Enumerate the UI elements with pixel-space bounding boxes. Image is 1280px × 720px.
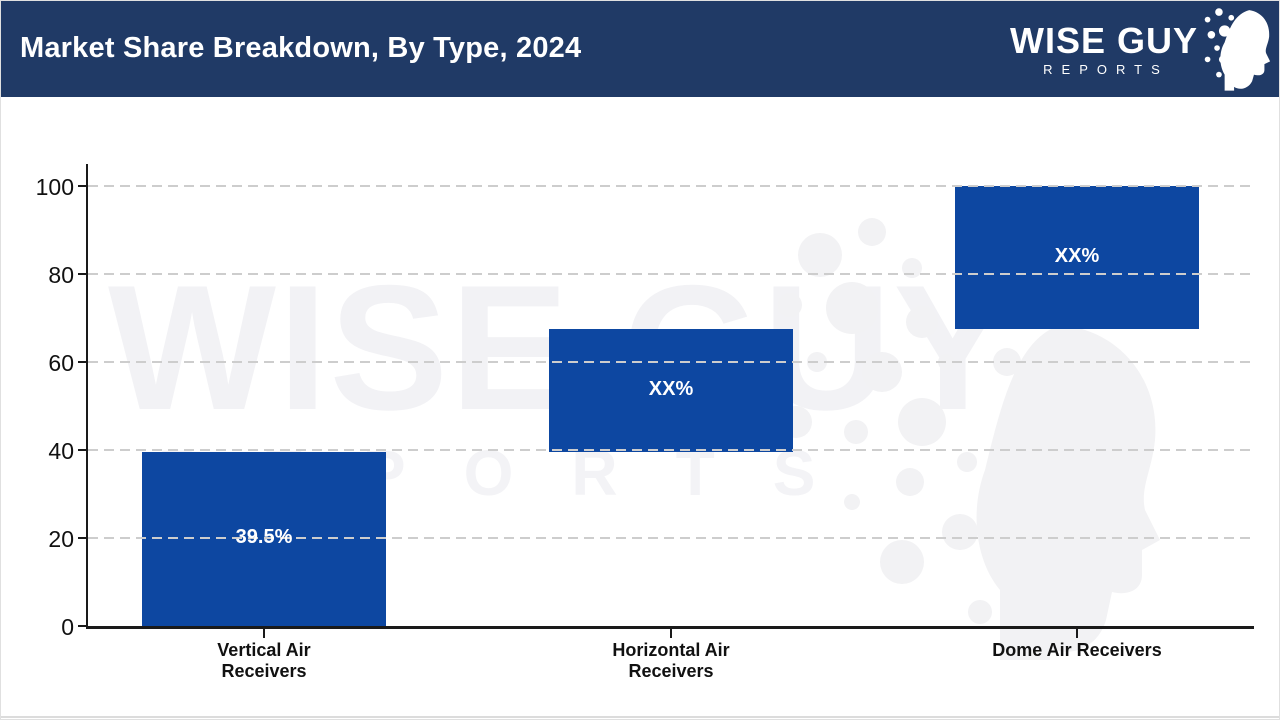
y-tick-0	[78, 625, 86, 627]
logo-brand-label: WISE GUY	[1009, 19, 1198, 61]
category-label-2: Horizontal Air Receivers	[541, 640, 801, 682]
y-tick-label: 100	[35, 174, 74, 200]
bar-1	[142, 452, 386, 626]
bar-2	[549, 329, 793, 453]
gridline-20	[88, 537, 1254, 539]
y-tick-80	[78, 273, 86, 275]
logo-face-icon	[1204, 8, 1271, 91]
y-tick-label: 80	[48, 262, 74, 288]
wiseguy-logo: WISE GUY REPORTS	[1010, 4, 1272, 94]
category-label-3: Dome Air Receivers	[947, 640, 1207, 661]
gridline-80	[88, 273, 1254, 275]
y-tick-40	[78, 449, 86, 451]
gridline-100	[88, 185, 1254, 187]
y-tick-20	[78, 537, 86, 539]
bottom-divider	[0, 716, 1280, 718]
category-label-line: Receivers	[628, 661, 714, 681]
category-label-line: Receivers	[221, 661, 307, 681]
page-title: Market Share Breakdown, By Type, 2024	[20, 32, 582, 64]
x-tick-3	[1076, 629, 1078, 638]
y-tick-100	[78, 185, 86, 187]
logo-sub-label: REPORTS	[1043, 61, 1169, 77]
x-tick-2	[670, 629, 672, 638]
y-tick-label: 0	[61, 614, 74, 640]
y-axis-line	[86, 164, 88, 628]
logo-text: WISE GUY REPORTS	[1009, 19, 1198, 77]
y-tick-label: 40	[48, 438, 74, 464]
bar-value-label: 39.5%	[235, 526, 293, 549]
x-tick-1	[263, 629, 265, 638]
category-label-line: Dome Air Receivers	[992, 640, 1162, 660]
x-axis-line	[86, 626, 1254, 629]
y-tick-label: 60	[48, 350, 74, 376]
gridline-40	[88, 449, 1254, 451]
header-bar: Market Share Breakdown, By Type, 2024 WI…	[0, 0, 1280, 97]
category-label-1: Vertical Air Receivers	[134, 640, 394, 682]
bar-value-label: XX%	[1054, 244, 1100, 267]
y-tick-label: 20	[48, 526, 74, 552]
gridline-60	[88, 361, 1254, 363]
bar-3	[955, 186, 1199, 329]
category-label-line: Vertical Air	[217, 640, 311, 660]
category-label-line: Horizontal Air	[612, 640, 730, 660]
bar-value-label: XX%	[648, 377, 694, 400]
y-tick-60	[78, 361, 86, 363]
